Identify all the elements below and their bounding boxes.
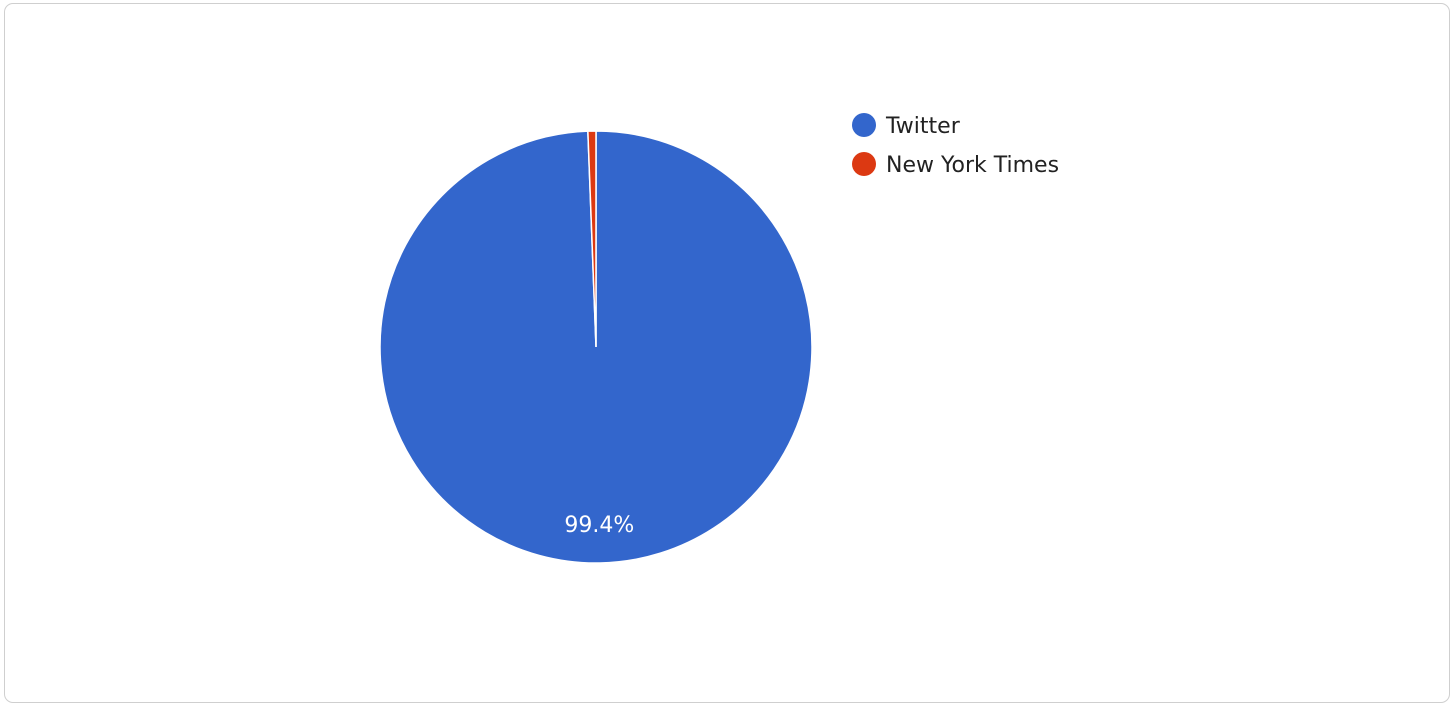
legend-label: Twitter xyxy=(885,114,961,139)
legend-item-twitter[interactable]: Twitter xyxy=(852,113,961,139)
pie-slice-labels: 99.4% xyxy=(564,513,634,538)
legend-swatch xyxy=(852,113,876,137)
legend: Twitter New York Times xyxy=(852,113,1059,178)
pie-slice-new-york-times[interactable] xyxy=(587,130,597,348)
legend-swatch xyxy=(852,152,876,176)
legend-item-new-york-times[interactable]: New York Times xyxy=(852,152,1059,178)
pie-slices xyxy=(379,130,813,564)
legend-label: New York Times xyxy=(886,153,1059,178)
slice-label-twitter: 99.4% xyxy=(564,513,634,538)
